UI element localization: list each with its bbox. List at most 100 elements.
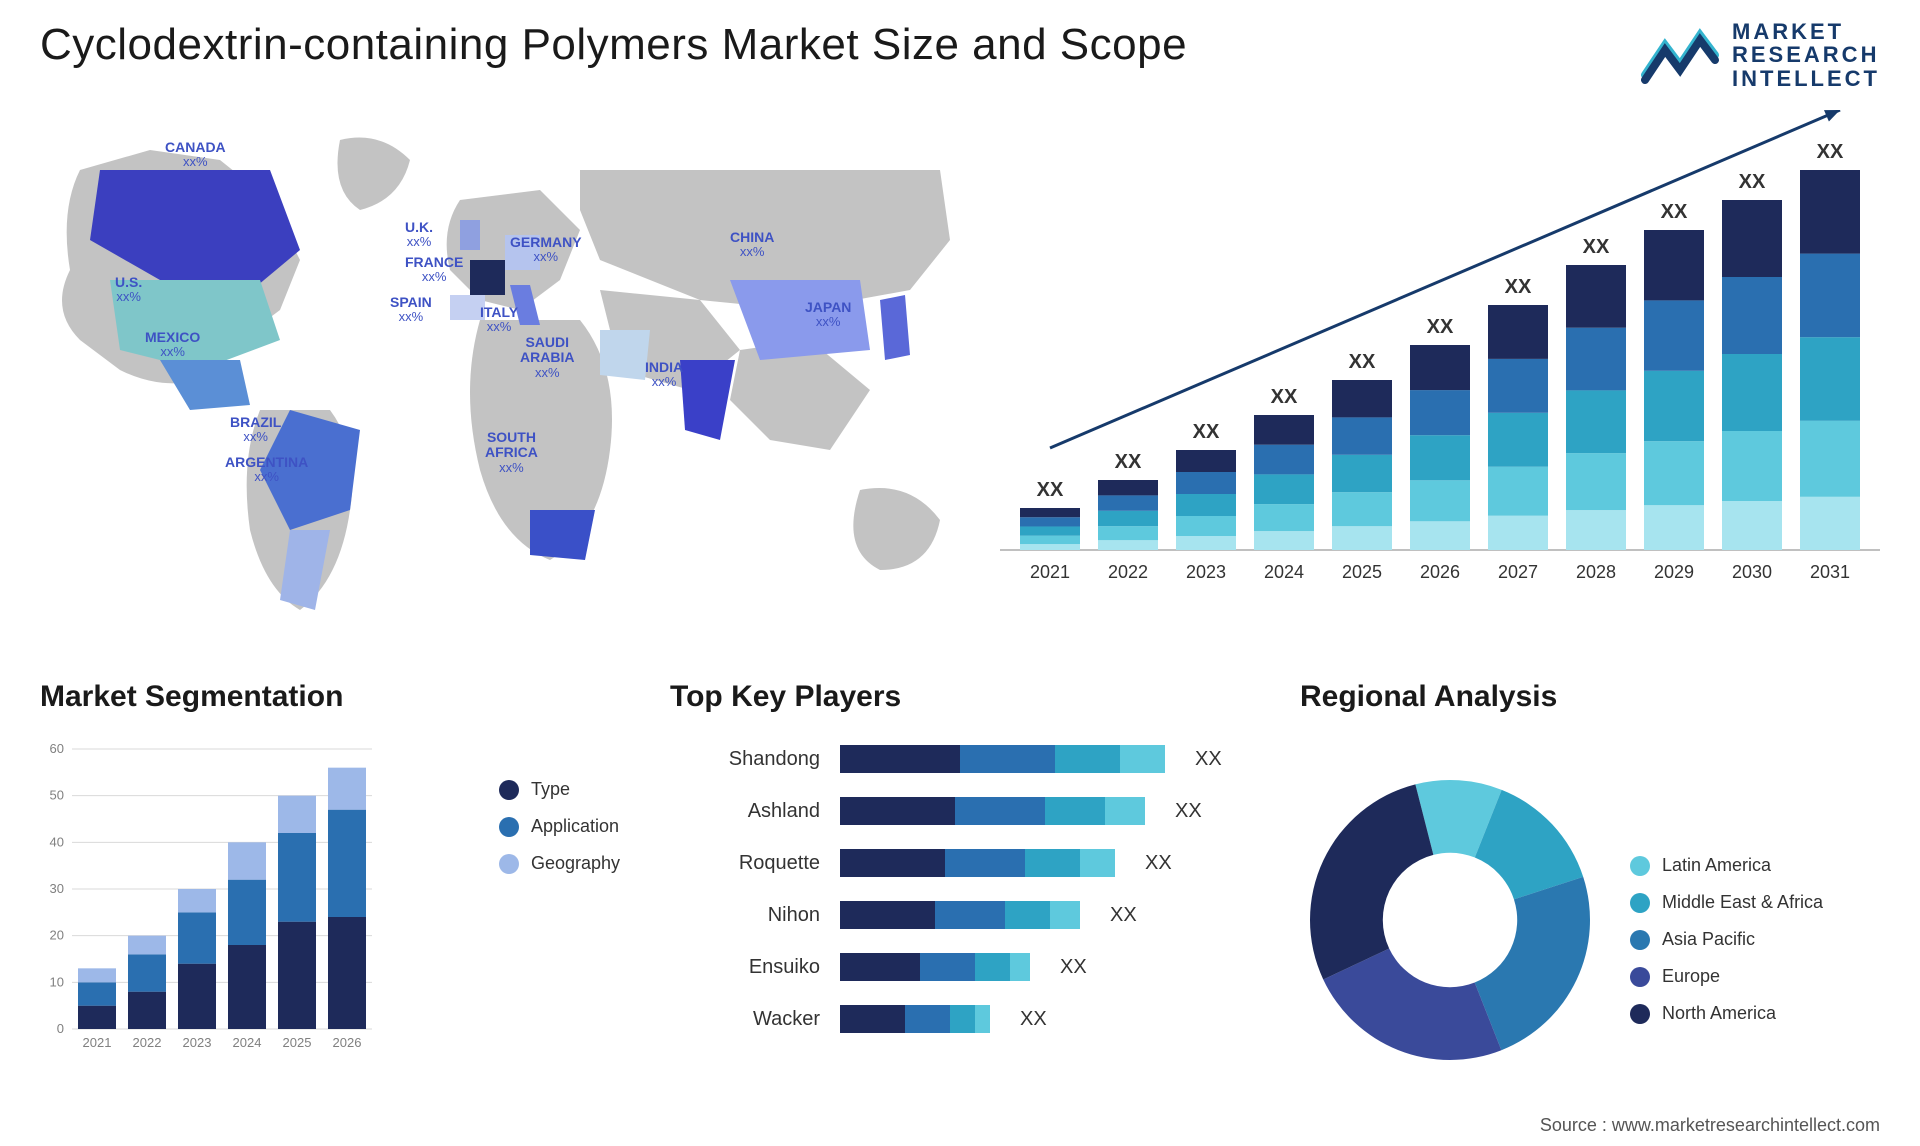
svg-text:XX: XX xyxy=(1193,421,1220,443)
legend-label: Latin America xyxy=(1662,855,1771,876)
map-label: CHINAxx% xyxy=(730,230,774,260)
svg-text:XX: XX xyxy=(1115,451,1142,473)
svg-text:XX: XX xyxy=(1739,171,1766,193)
player-bar-segment xyxy=(1025,849,1080,877)
player-bar-segment xyxy=(1105,797,1145,825)
player-bar xyxy=(840,745,1165,773)
segmentation-chart: 0102030405060202120222023202420252026 xyxy=(40,739,469,1100)
legend-swatch-icon xyxy=(499,780,519,800)
regional-donut xyxy=(1300,770,1600,1070)
map-label: JAPANxx% xyxy=(805,300,851,330)
svg-text:XX: XX xyxy=(1037,479,1064,501)
svg-text:XX: XX xyxy=(1271,386,1298,408)
logo-line2: RESEARCH xyxy=(1732,43,1880,66)
player-row: Nihon XX xyxy=(670,895,1250,935)
player-value: XX xyxy=(1020,1008,1047,1031)
legend-swatch-icon xyxy=(1630,893,1650,913)
player-value: XX xyxy=(1110,904,1137,927)
svg-text:2028: 2028 xyxy=(1576,562,1616,582)
logo-line1: MARKET xyxy=(1732,20,1880,43)
svg-text:XX: XX xyxy=(1661,201,1688,223)
key-players-section: Top Key Players Shandong XX Ashland XX Roque… xyxy=(670,680,1250,1100)
legend-swatch-icon xyxy=(1630,967,1650,987)
map-label: CANADAxx% xyxy=(165,140,226,170)
svg-text:2026: 2026 xyxy=(333,1035,362,1050)
brand-logo: MARKET RESEARCH INTELLECT xyxy=(1640,20,1880,90)
legend-label: North America xyxy=(1662,1003,1776,1024)
svg-text:30: 30 xyxy=(50,881,64,896)
player-bar-segment xyxy=(840,797,955,825)
key-players-title: Top Key Players xyxy=(670,680,1250,714)
map-label: U.K.xx% xyxy=(405,220,433,250)
svg-text:2031: 2031 xyxy=(1810,562,1850,582)
svg-text:2025: 2025 xyxy=(1342,562,1382,582)
svg-text:XX: XX xyxy=(1349,351,1376,373)
segmentation-section: Market Segmentation 01020304050602021202… xyxy=(40,680,620,1100)
map-label: U.S.xx% xyxy=(115,275,142,305)
player-bar-segment xyxy=(1080,849,1115,877)
player-bar-segment xyxy=(840,1005,905,1033)
bottom-row: Market Segmentation 01020304050602021202… xyxy=(40,680,1880,1100)
player-bar-segment xyxy=(975,1005,990,1033)
player-bar-segment xyxy=(1005,901,1050,929)
player-label: Wacker xyxy=(670,1008,820,1031)
svg-text:XX: XX xyxy=(1427,316,1454,338)
player-bar-segment xyxy=(975,953,1010,981)
player-value: XX xyxy=(1145,852,1172,875)
player-bar xyxy=(840,849,1115,877)
player-bar-segment xyxy=(1050,901,1080,929)
regional-legend: Latin AmericaMiddle East & AfricaAsia Pa… xyxy=(1630,815,1823,1024)
legend-swatch-icon xyxy=(1630,1004,1650,1024)
player-row: EnsuikoXX xyxy=(670,947,1250,987)
svg-text:20: 20 xyxy=(50,928,64,943)
donut-chart-svg xyxy=(1300,770,1600,1070)
growth-chart: XX2021XX2022XX2023XX2024XX2025XX2026XX20… xyxy=(1000,110,1880,630)
player-label: Roquette xyxy=(670,852,820,875)
player-label: Nihon xyxy=(670,904,820,927)
svg-text:0: 0 xyxy=(57,1021,64,1036)
svg-text:2024: 2024 xyxy=(1264,562,1304,582)
segmentation-chart-svg: 0102030405060202120222023202420252026 xyxy=(40,739,380,1059)
player-bar-segment xyxy=(1120,745,1165,773)
player-row: Ashland XX xyxy=(670,791,1250,831)
player-bar xyxy=(840,797,1145,825)
world-map-panel: CANADAxx% U.S.xx%MEXICOxx% BRAZILxx% ARGENT… xyxy=(40,110,960,630)
player-bar-segment xyxy=(935,901,1005,929)
segmentation-title: Market Segmentation xyxy=(40,680,620,714)
logo-line3: INTELLECT xyxy=(1732,67,1880,90)
map-label: ARGENTINAxx% xyxy=(225,455,308,485)
legend-label: Application xyxy=(531,816,619,837)
map-label: SPAINxx% xyxy=(390,295,432,325)
player-value: XX xyxy=(1060,956,1087,979)
svg-text:40: 40 xyxy=(50,834,64,849)
legend-swatch-icon xyxy=(1630,856,1650,876)
world-map-icon xyxy=(40,110,960,630)
map-label: BRAZILxx% xyxy=(230,415,281,445)
svg-text:2030: 2030 xyxy=(1732,562,1772,582)
player-value: XX xyxy=(1175,800,1202,823)
top-row: CANADAxx% U.S.xx%MEXICOxx% BRAZILxx% ARGENT… xyxy=(40,110,1880,630)
svg-text:2027: 2027 xyxy=(1498,562,1538,582)
segmentation-legend: TypeApplicationGeography xyxy=(499,739,620,1100)
legend-item: Type xyxy=(499,779,620,800)
page-title: Cyclodextrin-containing Polymers Market … xyxy=(40,20,1187,70)
player-bar-segment xyxy=(905,1005,950,1033)
map-label: GERMANYxx% xyxy=(510,235,582,265)
source-credit: Source : www.marketresearchintellect.com xyxy=(1540,1115,1880,1136)
player-label: Ashland xyxy=(670,800,820,823)
svg-text:2022: 2022 xyxy=(1108,562,1148,582)
legend-item: North America xyxy=(1630,1003,1823,1024)
svg-text:50: 50 xyxy=(50,788,64,803)
svg-text:2023: 2023 xyxy=(1186,562,1226,582)
player-bar-segment xyxy=(920,953,975,981)
player-row: Wacker XX xyxy=(670,999,1250,1039)
map-label: MEXICOxx% xyxy=(145,330,200,360)
player-label: Shandong xyxy=(670,748,820,771)
growth-chart-svg: XX2021XX2022XX2023XX2024XX2025XX2026XX20… xyxy=(1000,110,1880,630)
header: Cyclodextrin-containing Polymers Market … xyxy=(40,20,1880,90)
regional-title: Regional Analysis xyxy=(1300,680,1880,714)
svg-text:2022: 2022 xyxy=(133,1035,162,1050)
legend-label: Middle East & Africa xyxy=(1662,892,1823,913)
svg-text:60: 60 xyxy=(50,741,64,756)
svg-text:XX: XX xyxy=(1583,236,1610,258)
